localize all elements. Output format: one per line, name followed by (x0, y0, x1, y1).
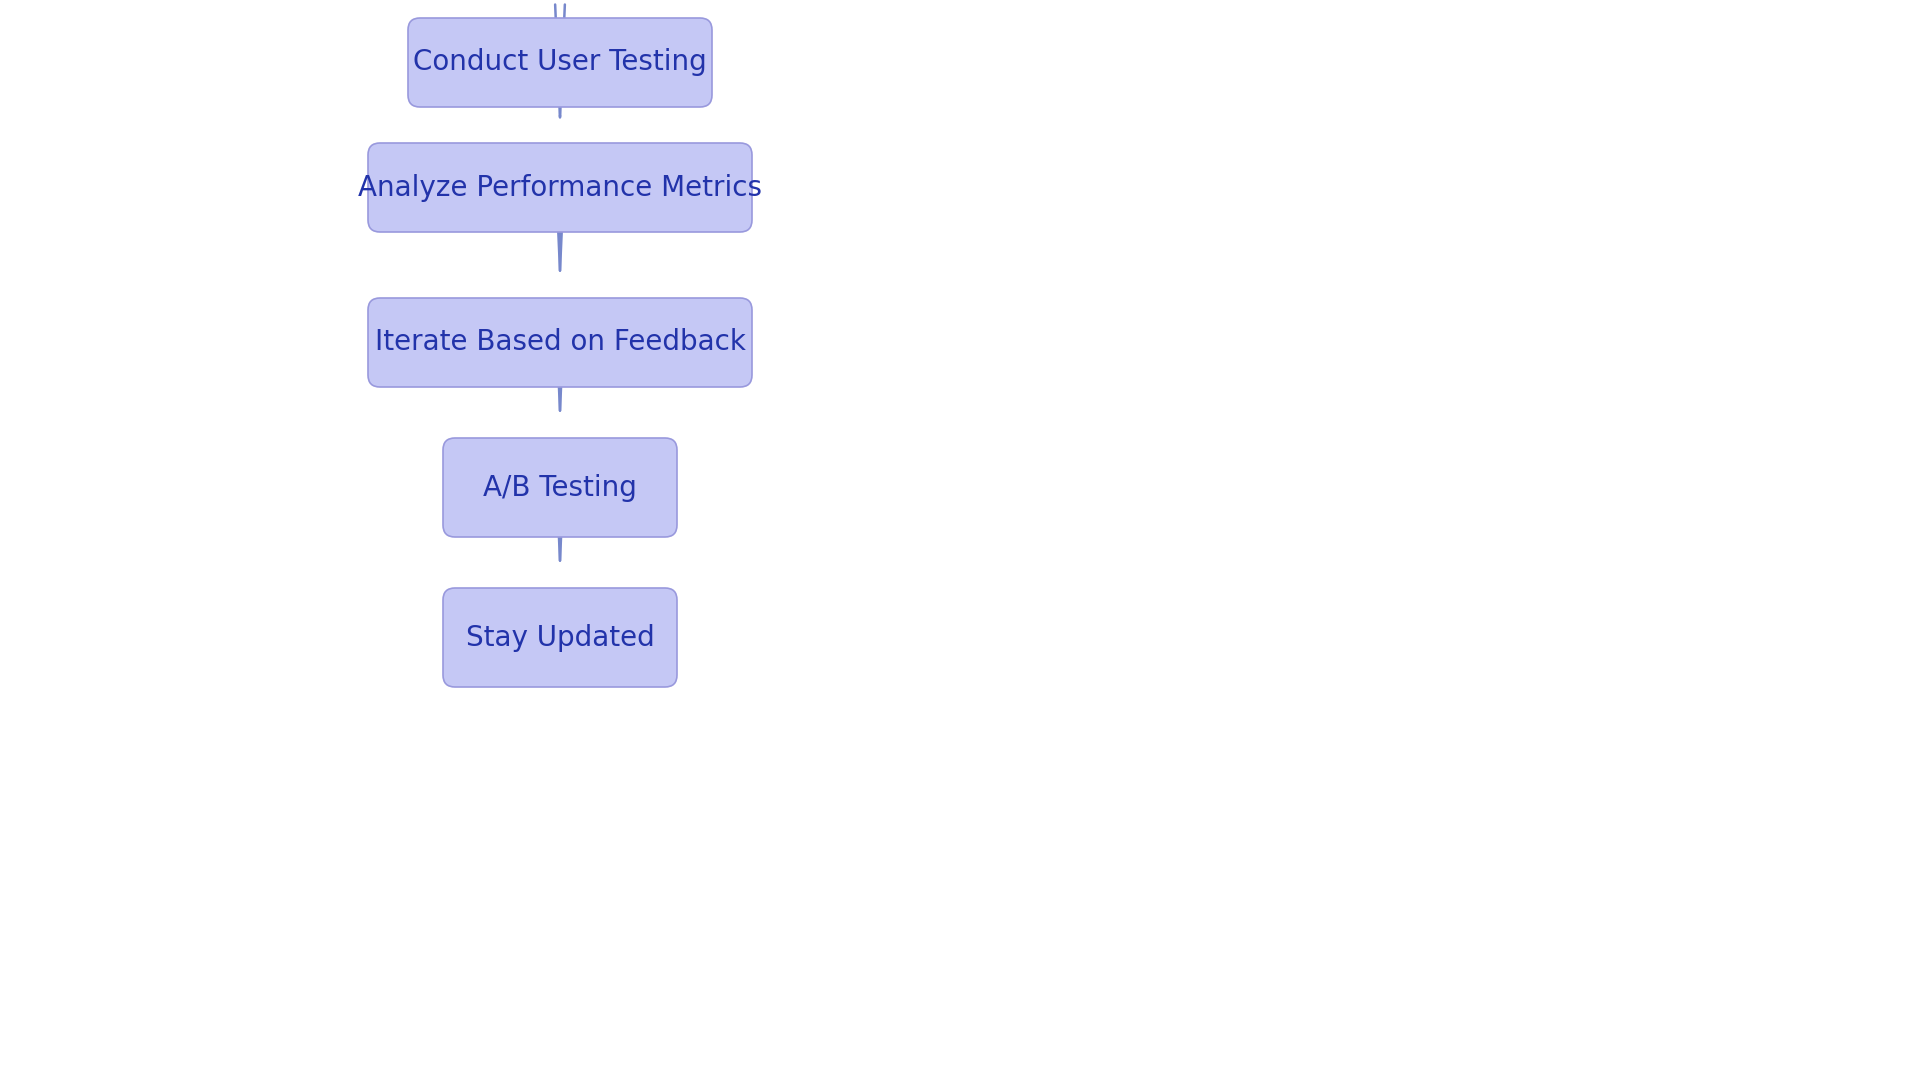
FancyBboxPatch shape (407, 18, 712, 107)
FancyBboxPatch shape (369, 298, 753, 387)
FancyBboxPatch shape (444, 438, 678, 537)
Text: Conduct User Testing: Conduct User Testing (413, 49, 707, 77)
Text: Analyze Performance Metrics: Analyze Performance Metrics (357, 173, 762, 201)
Text: Stay Updated: Stay Updated (467, 624, 655, 652)
Text: A/B Testing: A/B Testing (484, 473, 637, 501)
FancyBboxPatch shape (369, 143, 753, 232)
Text: Iterate Based on Feedback: Iterate Based on Feedback (374, 328, 745, 356)
FancyBboxPatch shape (444, 588, 678, 687)
